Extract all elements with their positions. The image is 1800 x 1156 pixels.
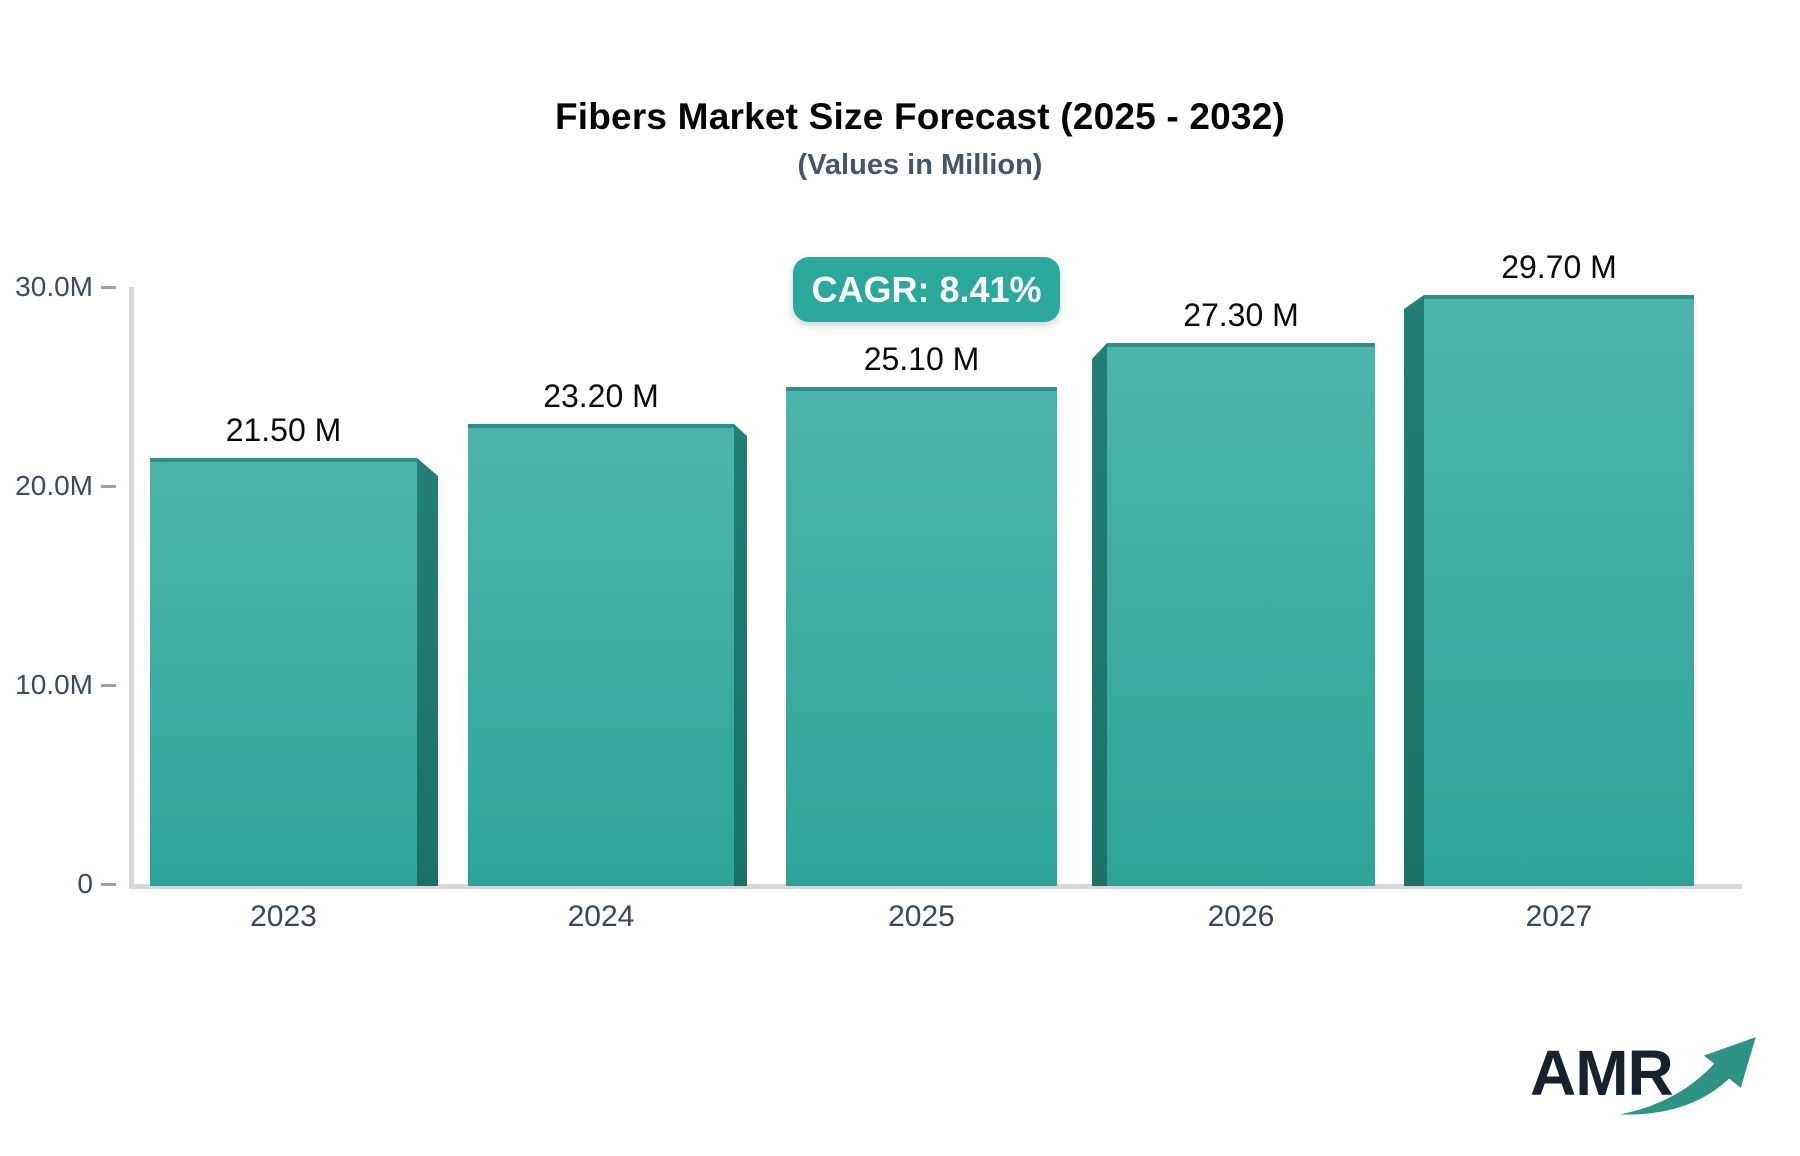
bar-side-face-2027: [1404, 295, 1424, 886]
amr-logo: AMR: [1520, 1028, 1770, 1128]
bar-side-face-2026: [1092, 343, 1107, 886]
chart-subtitle: (Values in Million): [797, 149, 1043, 181]
bar-2023[interactable]: [150, 458, 417, 886]
bar-2026[interactable]: [1107, 343, 1375, 886]
chart-title: Fibers Market Size Forecast (2025 - 2032…: [554, 96, 1286, 137]
bar-value-label-2026: 27.30 M: [1183, 297, 1299, 333]
x-axis-label-2025: 2025: [888, 900, 955, 933]
bar-2025[interactable]: [786, 387, 1057, 886]
x-axis-baseline: [129, 884, 1742, 889]
y-axis-tick: [101, 286, 116, 289]
x-axis-label-2027: 2027: [1525, 900, 1593, 933]
bar-2027[interactable]: [1424, 295, 1694, 886]
bar-value-label-2024: 23.20 M: [543, 378, 659, 414]
y-axis-tick: [101, 883, 116, 886]
y-axis-tick: [101, 684, 116, 687]
y-axis-tick-label: 10.0M: [15, 669, 93, 700]
bar-2024[interactable]: [468, 424, 734, 886]
x-axis-label-2024: 2024: [567, 900, 635, 933]
amr-logo-text: AMR: [1530, 1037, 1674, 1109]
growth-arrow-icon: [1619, 1037, 1756, 1115]
y-axis-tick-label: 20.0M: [15, 470, 93, 501]
y-axis-tick-label: 30.0M: [15, 271, 93, 302]
bar-value-label-2023: 21.50 M: [225, 412, 342, 448]
cagr-badge: CAGR: 8.41%: [793, 257, 1060, 322]
cagr-badge-label: CAGR: 8.41%: [811, 268, 1042, 310]
y-axis-tick: [101, 485, 116, 488]
bar-value-label-2025: 25.10 M: [863, 341, 980, 377]
bar-side-face-2023: [417, 458, 438, 886]
y-axis-line: [129, 287, 134, 889]
bar-side-face-2024: [734, 424, 747, 886]
bar-value-label-2027: 29.70 M: [1501, 249, 1617, 285]
y-axis-tick-label: 0: [77, 868, 93, 899]
x-axis-label-2023: 2023: [250, 900, 317, 933]
x-axis-label-2026: 2026: [1207, 900, 1275, 933]
